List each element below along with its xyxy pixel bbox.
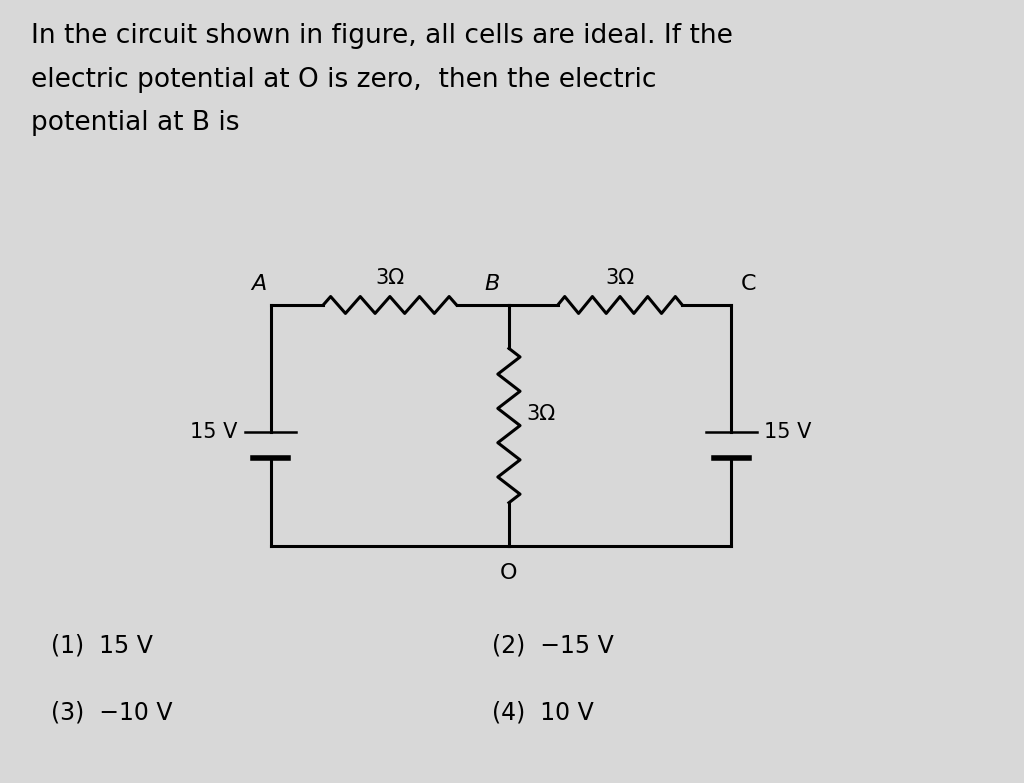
Text: C: C	[740, 274, 756, 294]
Text: A: A	[252, 274, 267, 294]
Text: 15 V: 15 V	[765, 421, 812, 442]
Text: potential at B is: potential at B is	[31, 110, 240, 135]
Text: 3Ω: 3Ω	[526, 403, 555, 424]
Text: (4)  10 V: (4) 10 V	[492, 701, 593, 724]
Text: (3)  −10 V: (3) −10 V	[51, 701, 173, 724]
Text: O: O	[500, 563, 518, 583]
Text: B: B	[484, 274, 500, 294]
Text: 15 V: 15 V	[190, 421, 238, 442]
Text: 3Ω: 3Ω	[605, 268, 635, 288]
Text: 3Ω: 3Ω	[376, 268, 404, 288]
Text: (1)  15 V: (1) 15 V	[51, 634, 153, 658]
Text: In the circuit shown in figure, all cells are ideal. If the: In the circuit shown in figure, all cell…	[31, 23, 732, 49]
Text: electric potential at O is zero,  then the electric: electric potential at O is zero, then th…	[31, 67, 656, 92]
Text: (2)  −15 V: (2) −15 V	[492, 634, 613, 658]
